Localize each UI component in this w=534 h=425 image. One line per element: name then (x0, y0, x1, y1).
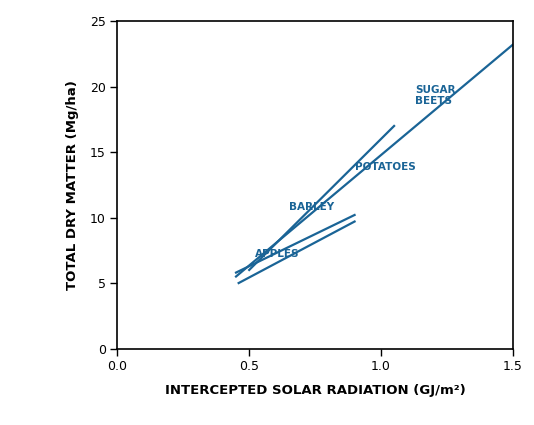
Text: POTATOES: POTATOES (355, 162, 415, 172)
X-axis label: INTERCEPTED SOLAR RADIATION (GJ/m²): INTERCEPTED SOLAR RADIATION (GJ/m²) (164, 385, 466, 397)
Text: BARLEY: BARLEY (289, 202, 334, 212)
Text: SUGAR
BEETS: SUGAR BEETS (415, 85, 456, 106)
Text: APPLES: APPLES (255, 249, 299, 260)
Y-axis label: TOTAL DRY MATTER (Mg/ha): TOTAL DRY MATTER (Mg/ha) (66, 80, 78, 290)
